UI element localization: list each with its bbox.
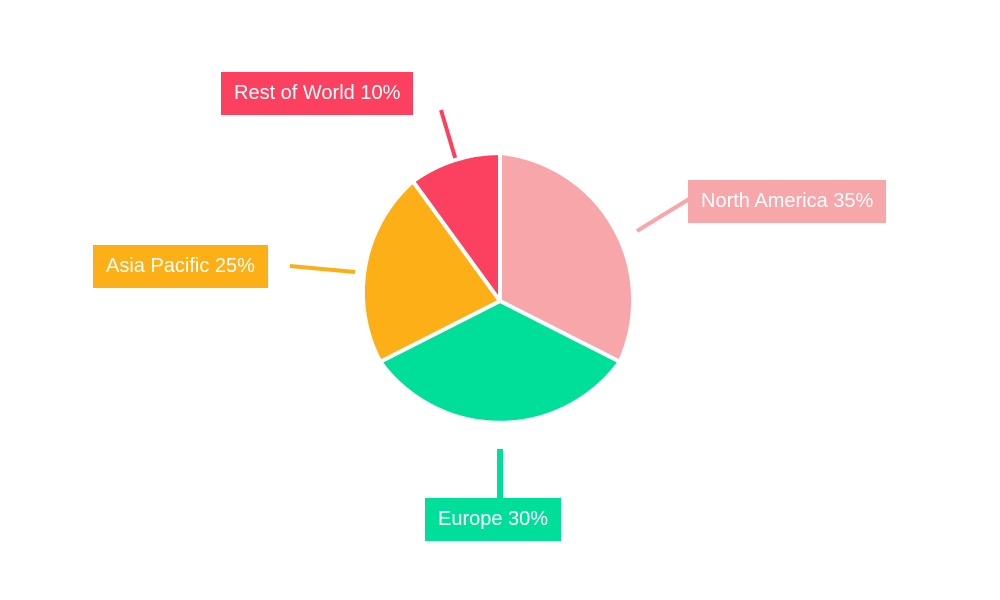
pie-slice-rest-of-world[interactable] [411, 151, 502, 303]
pie-label-rest-of-world[interactable]: Rest of World 10% [221, 72, 414, 115]
pie-label-europe[interactable]: Europe 30% [425, 498, 562, 541]
leader-line-rest-of-world [439, 109, 459, 165]
pie-slice-asia-pacific[interactable] [360, 179, 502, 364]
leader-line-north-america [635, 194, 696, 233]
pie-label-asia-pacific[interactable]: Asia Pacific 25% [93, 245, 268, 288]
pie-slice-north-america[interactable] [498, 151, 636, 364]
leader-line-asia-pacific [289, 264, 356, 274]
pie-label-north-america[interactable]: North America 35% [688, 180, 887, 223]
